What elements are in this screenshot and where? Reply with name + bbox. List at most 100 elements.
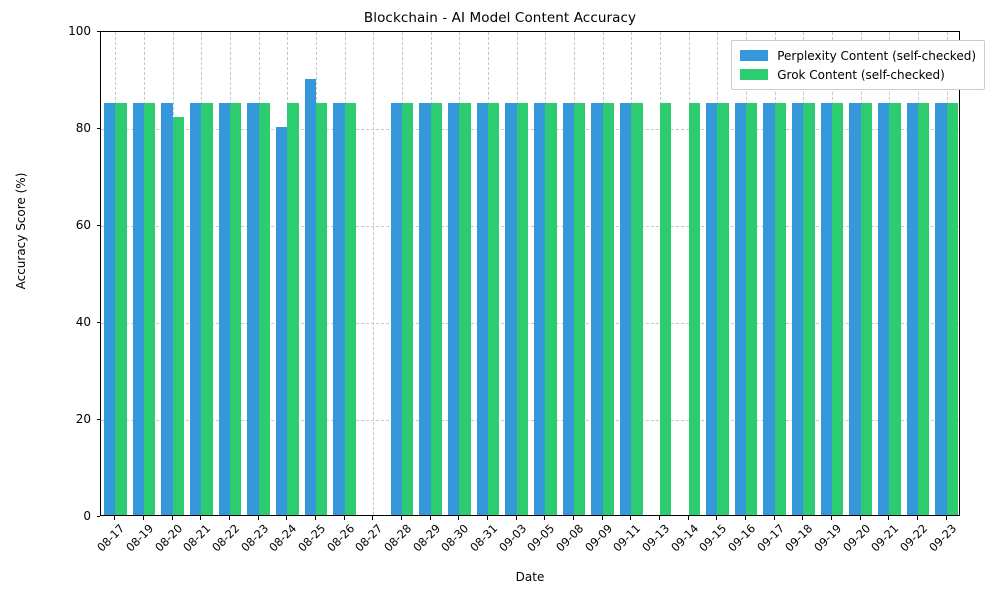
bar <box>115 102 127 515</box>
x-tick-mark <box>659 516 660 520</box>
x-tick-label: 08-24 <box>267 522 300 555</box>
x-tick-mark <box>917 516 918 520</box>
bar <box>275 127 288 515</box>
bar <box>803 102 815 515</box>
y-tick-mark <box>96 419 100 420</box>
x-tick-label: 09-15 <box>697 522 730 555</box>
y-tick-label: 60 <box>75 218 91 232</box>
x-tick-label: 08-17 <box>95 522 128 555</box>
x-tick-label: 09-14 <box>668 522 701 555</box>
x-tick-mark <box>687 516 689 520</box>
x-tick-label: 09-20 <box>840 522 873 555</box>
x-tick-label: 08-31 <box>467 522 501 555</box>
bar <box>201 102 213 515</box>
x-tick-label: 09-09 <box>582 522 615 555</box>
legend-swatch-icon <box>740 50 769 61</box>
y-tick-mark <box>96 31 100 32</box>
legend-item: Perplexity Content (self-checked) <box>740 46 976 65</box>
x-tick-mark <box>143 516 144 520</box>
bar <box>447 102 460 515</box>
bar <box>533 102 546 515</box>
x-tick-mark <box>343 516 345 520</box>
bar <box>505 102 517 515</box>
x-tick-mark <box>888 516 890 520</box>
bar <box>172 117 185 515</box>
bar <box>688 102 701 515</box>
legend-label: Grok Content (self-checked) <box>777 67 945 82</box>
bar <box>488 102 500 515</box>
bar <box>918 102 930 515</box>
x-tick-label: 08-22 <box>209 522 243 555</box>
y-tick-label: 20 <box>75 412 91 426</box>
bar-series-container <box>101 32 959 515</box>
x-tick-mark <box>171 516 173 520</box>
x-tick-mark <box>200 516 202 520</box>
bar <box>602 102 615 515</box>
y-tick-label: 100 <box>68 24 91 38</box>
x-axis: 08-17 08-19 08-20 08-21 08-22 08-23 08-24 08-25… <box>95 516 960 586</box>
chart-legend: Perplexity Content (self-checked) Grok Co… <box>731 40 985 90</box>
y-axis: 0 20 40 60 80 100 <box>0 24 100 523</box>
bar <box>660 102 672 515</box>
x-tick-label: 08-19 <box>123 522 157 555</box>
bar <box>258 102 271 515</box>
bar <box>935 102 947 515</box>
bar <box>218 102 230 515</box>
bar <box>247 102 259 515</box>
bar <box>946 102 959 515</box>
y-tick-mark <box>96 128 100 129</box>
y-tick-label: 80 <box>75 121 91 135</box>
bar <box>402 102 414 515</box>
x-tick-label: 09-11 <box>611 522 644 555</box>
bar <box>230 102 242 515</box>
x-tick-label: 08-28 <box>381 522 415 555</box>
bar <box>333 102 345 515</box>
x-tick-mark <box>601 516 603 520</box>
x-tick-mark <box>745 516 746 520</box>
x-tick-mark <box>802 516 804 520</box>
x-tick-mark <box>257 516 259 520</box>
y-tick-mark <box>96 516 100 517</box>
bar <box>344 102 357 515</box>
y-tick-mark <box>96 322 100 323</box>
x-tick-mark <box>401 516 402 520</box>
bar <box>459 102 471 515</box>
x-axis-label: Date <box>515 570 545 584</box>
bar <box>189 102 202 515</box>
x-tick-mark <box>831 516 832 520</box>
x-tick-mark <box>573 516 574 520</box>
bar <box>791 102 804 515</box>
bar <box>849 102 861 515</box>
bar <box>103 102 116 515</box>
x-tick-label: 09-03 <box>496 522 529 555</box>
y-tick-label: 40 <box>75 315 91 329</box>
x-tick-label: 08-27 <box>353 522 386 555</box>
bar <box>832 102 844 515</box>
bar <box>430 102 443 515</box>
bar <box>390 102 402 515</box>
x-tick-mark <box>630 516 632 520</box>
x-tick-mark <box>859 516 861 520</box>
x-tick-label: 09-17 <box>754 522 787 555</box>
x-tick-mark <box>716 516 718 520</box>
x-tick-mark <box>945 516 947 520</box>
x-tick-label: 08-25 <box>295 522 329 555</box>
x-tick-mark <box>229 516 230 520</box>
bar <box>316 102 328 515</box>
bar <box>545 102 557 515</box>
x-tick-label: 08-23 <box>238 522 271 555</box>
x-tick-mark <box>515 516 517 520</box>
y-axis-label: Accuracy Score (%) <box>14 172 28 290</box>
bar <box>287 102 299 515</box>
x-tick-label: 08-30 <box>439 522 472 555</box>
bar <box>619 102 632 515</box>
x-tick-mark <box>487 516 488 520</box>
bar <box>820 102 832 515</box>
x-tick-mark <box>429 516 431 520</box>
x-tick-mark <box>315 516 316 520</box>
bar <box>132 102 144 515</box>
x-tick-label: 09-05 <box>525 522 558 555</box>
x-tick-mark <box>458 516 460 520</box>
bar <box>763 102 775 515</box>
